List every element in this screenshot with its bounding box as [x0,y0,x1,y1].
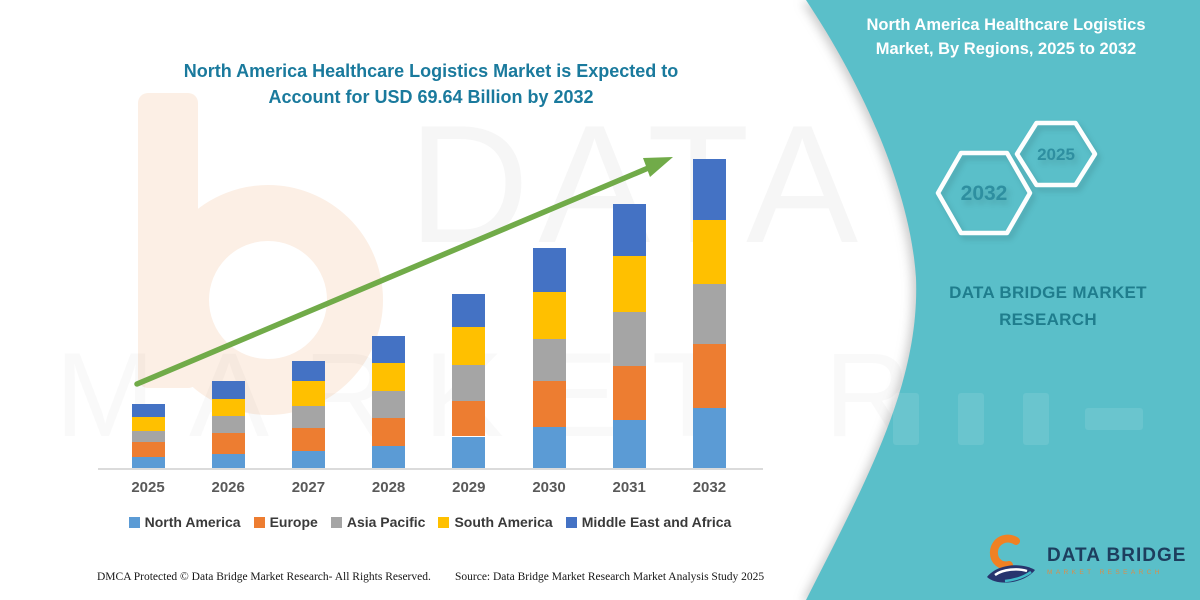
bar-segment-2026-europe [211,433,245,454]
logo-wordmark: DATA BRIDGE [1047,545,1187,566]
bar-segment-2031-middle-east-and-africa [612,203,646,256]
year-label-2032: 2032 [692,479,727,496]
bar-segment-2032-south-america [692,219,726,284]
legend-label: Asia Pacific [346,514,426,530]
bar-segment-2029-asia-pacific [452,364,486,402]
bar-segment-2030-europe [532,381,566,427]
bar-segment-2028-asia-pacific [372,391,406,419]
legend-swatch [128,516,140,528]
bar-segment-2031-south-america [612,255,646,312]
year-label-2031: 2031 [612,479,646,496]
legend-item-south-america: South America [438,514,553,530]
bar-segment-2025-asia-pacific [131,430,165,443]
bar-segment-2026-south-america [211,399,245,417]
data-bridge-logo-icon [987,534,1035,583]
company-logo: DATA BRIDGE MARKET RESEARCH [985,533,1186,589]
legend-label: South America [454,514,553,530]
panel-title-line1: North America Healthcare Logistics [866,16,1146,34]
chart-title-line1: North America Healthcare Logistics Marke… [183,61,679,81]
teal-watermark-stroke [1085,408,1143,430]
legend-swatch [565,516,577,528]
bar-segment-2032-europe [692,343,726,408]
bar-segment-2025-europe [131,442,165,457]
bar-segment-2028-middle-east-and-africa [372,335,406,364]
bar-segment-2029-south-america [452,327,486,365]
brand-caption-line2: RESEARCH [999,310,1097,329]
teal-watermark-stroke [958,393,984,445]
bar-segment-2025-south-america [131,417,165,431]
legend-label: Europe [269,514,318,530]
dmca-disclaimer: DMCA Protected © Data Bridge Market Rese… [97,571,431,583]
legend-item-europe: Europe [253,514,318,530]
year-label-2028: 2028 [371,479,406,496]
bar-segment-2027-south-america [291,381,325,406]
bar-segment-2032-north-america [692,408,726,469]
year-label-2030: 2030 [532,479,566,496]
bar-segment-2030-middle-east-and-africa [532,247,566,293]
bar-segment-2026-north-america [211,453,245,469]
legend-swatch [438,516,450,528]
source-note: Source: Data Bridge Market Research Mark… [455,571,765,583]
panel-title: North America Healthcare Logistics Marke… [838,13,1174,61]
bar-segment-2031-north-america [612,420,646,469]
bar-segment-2028-europe [372,418,406,446]
year-label-2025: 2025 [131,479,165,496]
bar-segment-2027-middle-east-and-africa [291,360,325,382]
bar-segment-2032-asia-pacific [692,283,726,344]
bar-segment-2029-middle-east-and-africa [452,293,486,328]
bar-segment-2027-europe [291,427,325,451]
hexagon-2032-outline [935,150,1033,236]
hexagon-2025-outline [1014,120,1098,188]
hexagon-2025-label: 2025 [1037,145,1075,164]
bar-segment-2027-asia-pacific [291,405,325,428]
bar-segment-2030-asia-pacific [532,339,566,382]
hexagon-2032-label: 2032 [961,182,1008,205]
bar-segment-2030-south-america [532,292,566,339]
bar-segment-2025-middle-east-and-africa [131,403,165,418]
legend-swatch [253,516,265,528]
legend-item-middle-east-and-africa: Middle East and Africa [565,514,732,530]
bar-segment-2031-asia-pacific [612,311,646,366]
brand-caption-line1: DATA BRIDGE MARKET [949,283,1147,302]
bar-segment-2027-north-america [291,450,325,469]
legend-item-asia-pacific: Asia Pacific [330,514,426,530]
bar-segment-2029-north-america [452,436,486,469]
bar-segment-2030-north-america [532,426,566,469]
teal-watermark-stroke [1023,393,1049,445]
logo-tagline: MARKET RESEARCH [1047,569,1163,576]
bar-segment-2028-north-america [372,445,406,469]
year-hexagons: 2032 2025 [935,120,1098,236]
legend-item-north-america: North America [128,514,241,530]
chart-title-line2: Account for USD 69.64 Billion by 2032 [268,87,594,107]
bar-segment-2032-middle-east-and-africa [692,159,726,220]
bar-segment-2025-north-america [131,456,165,469]
bar-segment-2026-middle-east-and-africa [211,380,245,400]
bar-segment-2028-south-america [372,363,406,392]
chart-title: North America Healthcare Logistics Marke… [131,58,731,110]
bar-segment-2029-europe [452,401,486,437]
legend-label: North America [144,514,241,530]
legend-label: Middle East and Africa [581,514,732,530]
year-label-2027: 2027 [291,479,326,496]
x-axis-line [98,468,763,470]
chart-legend: North America Europe Asia Pacific South Ame… [95,514,765,530]
bar-segment-2031-europe [612,365,646,421]
teal-watermark-stroke [893,393,919,445]
legend-swatch [330,516,342,528]
bar-segment-2026-asia-pacific [211,416,245,434]
panel-title-line2: Market, By Regions, 2025 to 2032 [875,40,1137,58]
year-label-2026: 2026 [211,479,245,496]
year-label-2029: 2029 [452,479,486,496]
brand-caption: DATA BRIDGE MARKET RESEARCH [920,279,1176,333]
